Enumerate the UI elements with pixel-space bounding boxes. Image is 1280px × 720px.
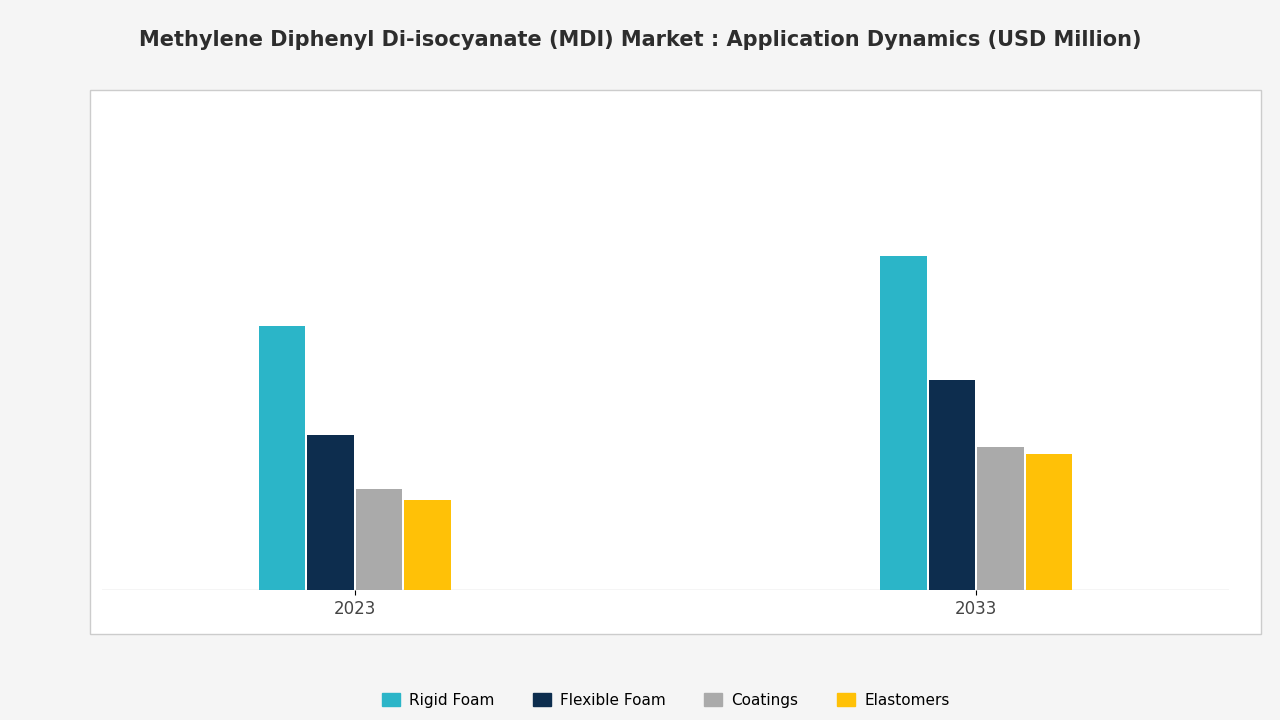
Text: Methylene Diphenyl Di-isocyanate (MDI) Market : Application Dynamics (USD Millio: Methylene Diphenyl Di-isocyanate (MDI) M…: [138, 30, 1142, 50]
Bar: [978, 447, 1024, 590]
Bar: [404, 500, 451, 590]
Bar: [307, 435, 353, 590]
Bar: [929, 380, 975, 590]
Legend: Rigid Foam, Flexible Foam, Coatings, Elastomers: Rigid Foam, Flexible Foam, Coatings, Ela…: [375, 686, 956, 714]
Bar: [356, 490, 402, 590]
Bar: [1025, 454, 1073, 590]
Bar: [881, 256, 927, 590]
Bar: [259, 326, 306, 590]
